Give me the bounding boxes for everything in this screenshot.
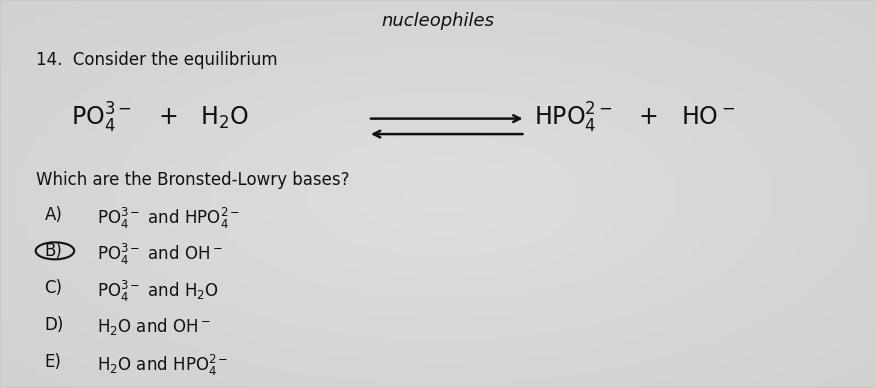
Text: 14.  Consider the equilibrium: 14. Consider the equilibrium bbox=[36, 51, 278, 69]
Text: $\mathrm{PO_4^{3-}}$ and $\mathrm{HPO_4^{2-}}$: $\mathrm{PO_4^{3-}}$ and $\mathrm{HPO_4^… bbox=[97, 206, 240, 231]
Text: $\mathrm{PO_4^{3-}}$ and $\mathrm{OH^-}$: $\mathrm{PO_4^{3-}}$ and $\mathrm{OH^-}$ bbox=[97, 242, 223, 267]
Text: A): A) bbox=[45, 206, 62, 223]
Text: $\mathrm{PO_4^{3-}}$ and $\mathrm{H_2O}$: $\mathrm{PO_4^{3-}}$ and $\mathrm{H_2O}$ bbox=[97, 279, 219, 304]
Text: $\mathregular{PO_4^{3-}}$   +   $\mathregular{H_2O}$: $\mathregular{PO_4^{3-}}$ + $\mathregula… bbox=[71, 101, 249, 135]
Text: E): E) bbox=[45, 353, 61, 371]
Text: B): B) bbox=[45, 242, 62, 260]
Text: nucleophiles: nucleophiles bbox=[382, 12, 494, 30]
Text: $\mathregular{HPO_4^{2-}}$   +   $\mathregular{HO^-}$: $\mathregular{HPO_4^{2-}}$ + $\mathregul… bbox=[534, 101, 735, 135]
Text: C): C) bbox=[45, 279, 62, 297]
Text: $\mathrm{H_2O}$ and $\mathrm{HPO_4^{2-}}$: $\mathrm{H_2O}$ and $\mathrm{HPO_4^{2-}}… bbox=[97, 353, 229, 378]
Text: Which are the Bronsted-Lowry bases?: Which are the Bronsted-Lowry bases? bbox=[36, 171, 350, 189]
Text: $\mathrm{H_2O}$ and $\mathrm{OH^-}$: $\mathrm{H_2O}$ and $\mathrm{OH^-}$ bbox=[97, 316, 211, 337]
Text: D): D) bbox=[45, 316, 64, 334]
